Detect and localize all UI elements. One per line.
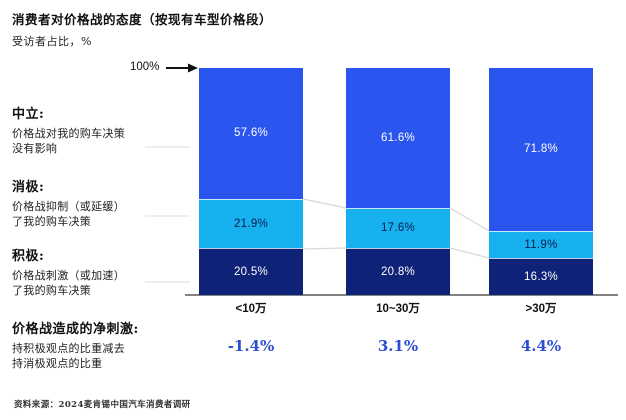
segment-value-label: 61.6%	[380, 131, 416, 144]
net-stimulus-heading: 价格战造成的净刺激:	[12, 322, 139, 337]
row-label-desc-line2: 没有影响	[12, 141, 58, 155]
row-label-description: 价格战对我的购车决策 没有影响	[12, 127, 182, 156]
row-label-desc-line2: 了我的购车决策	[12, 214, 92, 228]
net-stimulus-value: -1.4%	[227, 337, 275, 355]
segment-neutral: 61.6%	[346, 68, 450, 208]
row-label-positive: 积极: 价格战刺激（或加速） 了我的购车决策	[12, 245, 182, 298]
row-label-desc-line1: 价格战抑制（或延缓）	[12, 200, 125, 213]
row-label-heading: 中立:	[12, 107, 45, 122]
axis-100-percent-label: 100%	[130, 61, 160, 73]
row-label-heading: 消极:	[12, 180, 45, 195]
segment-value-label: 71.8%	[523, 143, 559, 156]
segment-negative: 21.9%	[199, 198, 303, 249]
segment-value-label: 11.9%	[524, 238, 558, 251]
row-label-description: 价格战刺激（或加速） 了我的购车决策	[12, 269, 182, 298]
segment-value-label: 20.5%	[233, 266, 269, 279]
chart-title: 消费者对价格战的态度（按现有车型价格段）	[12, 12, 273, 27]
segment-negative: 11.9%	[489, 230, 593, 258]
chart-subtitle: 受访者占比，%	[12, 35, 92, 48]
row-label-heading: 积极:	[12, 249, 45, 264]
row-label-description: 价格战抑制（或延缓） 了我的购车决策	[12, 200, 182, 229]
right-arrow-icon	[166, 63, 198, 73]
segment-value-label: 57.6%	[233, 127, 269, 140]
bar-10-to-30w: 61.6% 17.6% 20.8%	[346, 68, 450, 295]
segment-value-label: 16.3%	[523, 270, 559, 283]
row-label-desc-line2: 了我的购车决策	[12, 283, 92, 297]
row-label-desc-line1: 价格战对我的购车决策	[12, 127, 125, 140]
source-note: 资料来源：2024麦肯锡中国汽车消费者调研	[14, 400, 191, 410]
x-axis-category-label: 10~30万	[376, 303, 420, 315]
row-label-negative: 消极: 价格战抑制（或延缓） 了我的购车决策	[12, 176, 182, 229]
bar-over-30w: 71.8% 11.9% 16.3%	[489, 68, 593, 295]
segment-value-label: 20.8%	[380, 265, 416, 278]
net-stimulus-desc-line2: 持消极观点的比重	[12, 357, 103, 370]
segment-positive: 16.3%	[489, 257, 593, 295]
net-stimulus-desc-line1: 持积极观点的比重减去	[12, 342, 125, 355]
x-axis-category-label: >30万	[525, 303, 557, 315]
segment-value-label: 17.6%	[380, 222, 416, 235]
segment-negative: 17.6%	[346, 207, 450, 248]
segment-positive: 20.5%	[199, 248, 303, 295]
x-axis-category-label: <10万	[235, 303, 267, 315]
segment-positive: 20.8%	[346, 247, 450, 295]
net-stimulus-value: 3.1%	[377, 337, 419, 355]
row-label-neutral: 中立: 价格战对我的购车决策 没有影响	[12, 103, 182, 156]
segment-neutral: 57.6%	[199, 68, 303, 199]
segment-neutral: 71.8%	[489, 68, 593, 231]
row-label-desc-line1: 价格战刺激（或加速）	[12, 269, 125, 282]
net-stimulus-value: 4.4%	[520, 337, 562, 355]
segment-value-label: 21.9%	[233, 218, 269, 231]
net-stimulus-description: 持积极观点的比重减去 持消极观点的比重	[12, 341, 125, 371]
bar-under-10w: 57.6% 21.9% 20.5%	[199, 68, 303, 295]
